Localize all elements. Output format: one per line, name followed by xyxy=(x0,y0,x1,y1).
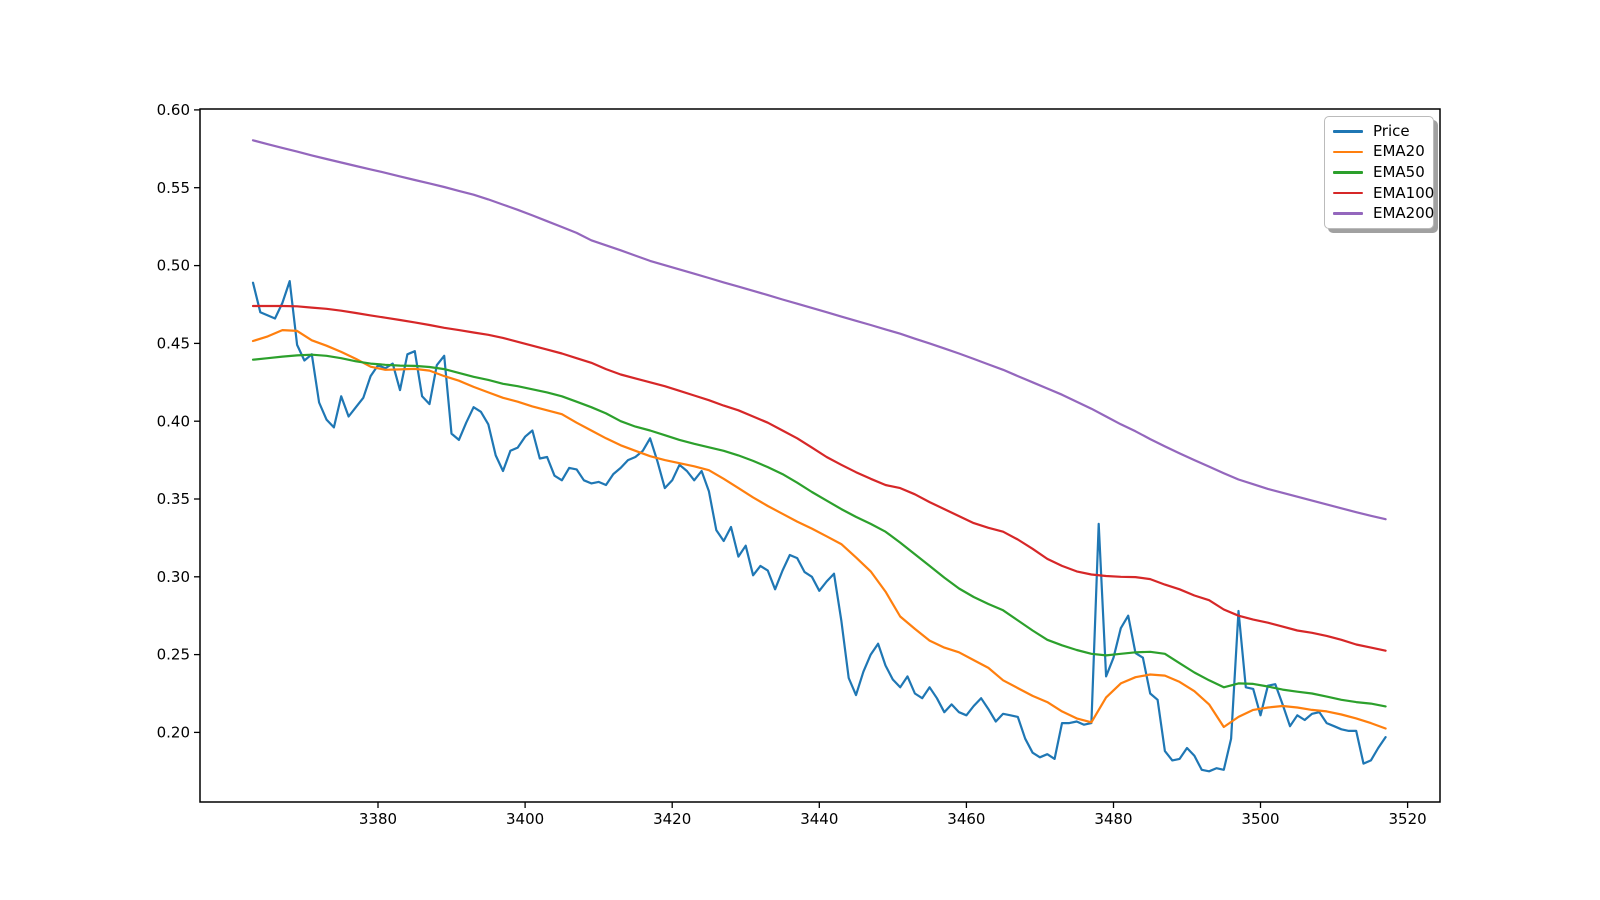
y-tick-label: 0.30 xyxy=(157,568,190,586)
y-tick-label: 0.45 xyxy=(157,335,190,353)
x-tick-label: 3380 xyxy=(359,810,397,828)
y-tick-label: 0.35 xyxy=(157,490,190,508)
y-tick-label: 0.20 xyxy=(157,724,190,742)
y-tick-label: 0.60 xyxy=(157,101,190,119)
x-tick-label: 3520 xyxy=(1389,810,1427,828)
legend-label: EMA100 xyxy=(1373,183,1435,202)
series-line-ema50 xyxy=(251,353,1387,708)
x-tick-label: 3480 xyxy=(1094,810,1132,828)
x-tick-label: 3440 xyxy=(800,810,838,828)
x-tick-label: 3460 xyxy=(947,810,985,828)
legend-item-ema100: EMA100 xyxy=(1325,183,1435,204)
x-tick-label: 3500 xyxy=(1241,810,1279,828)
legend-line-swatch xyxy=(1333,212,1363,215)
series-line-ema20 xyxy=(251,329,1387,730)
legend-label: EMA20 xyxy=(1373,142,1425,161)
legend-item-ema20: EMA20 xyxy=(1325,142,1433,163)
legend-line-swatch xyxy=(1333,150,1363,154)
legend-line-swatch xyxy=(1333,191,1363,195)
series-line-ema200 xyxy=(251,139,1387,521)
legend-label: EMA200 xyxy=(1373,204,1435,223)
x-tick-label: 3420 xyxy=(653,810,691,828)
x-tick-label: 3400 xyxy=(506,810,544,828)
y-tick-label: 0.55 xyxy=(157,179,190,197)
y-tick-label: 0.50 xyxy=(157,257,190,275)
legend: Price EMA20 EMA50 EMA100 EMA200 xyxy=(1324,116,1434,229)
plot-area-border xyxy=(199,108,1441,803)
legend-item-ema50: EMA50 xyxy=(1325,162,1433,183)
series-line-ema100 xyxy=(251,304,1387,652)
legend-item-price: Price xyxy=(1325,121,1433,142)
legend-label: EMA50 xyxy=(1373,162,1425,181)
y-tick-label: 0.25 xyxy=(157,646,190,664)
legend-line-swatch xyxy=(1333,171,1363,174)
y-tick-label: 0.40 xyxy=(157,412,190,430)
legend-line-swatch xyxy=(1333,130,1363,133)
legend-label: Price xyxy=(1373,121,1410,140)
legend-item-ema200: EMA200 xyxy=(1325,203,1435,224)
series-line-price xyxy=(251,280,1387,773)
